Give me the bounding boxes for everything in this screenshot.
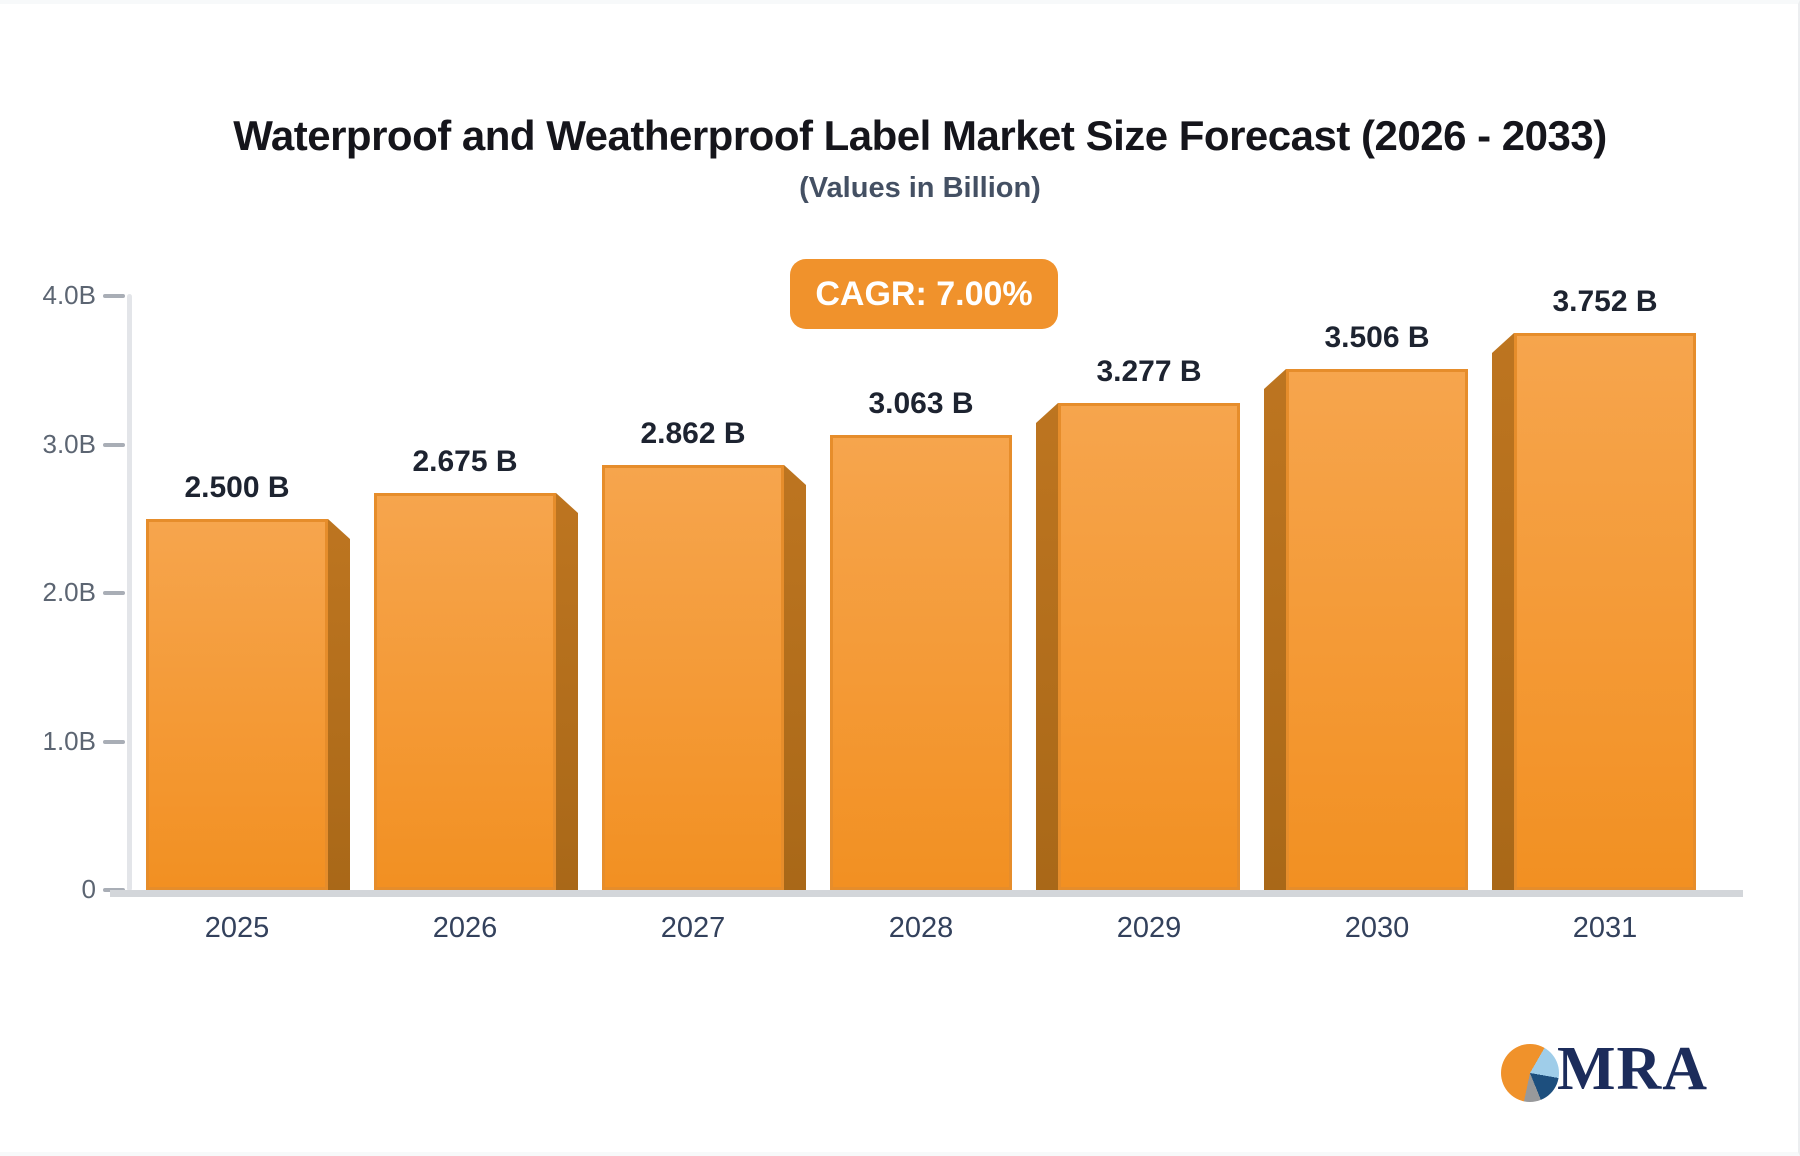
bar-value-label-2031: 3.752 B [1552,285,1658,318]
bar-side-face-2031 [1492,333,1514,890]
x-axis-label-2030: 2030 [1344,912,1410,944]
cagr-badge-label: CAGR: 7.00% [815,274,1033,313]
pie-chart-logo-icon [1501,1044,1559,1102]
x-axis-label-2029: 2029 [1116,912,1182,944]
bar-side-face-2030 [1264,369,1286,890]
y-tick-mark [103,591,125,595]
mra-logo-text: MRA [1557,1035,1709,1103]
x-axis-baseline [110,890,1743,897]
bar-chart-plot: 4.0B 3.0B 2.0B 1.0B 0 2.500 B 2.675 B 2.862 B 3… [0,4,1798,1152]
cagr-badge: CAGR: 7.00% [790,259,1058,329]
bar-value-label-2030: 3.506 B [1324,321,1430,354]
x-axis-label-2025: 2025 [204,912,270,944]
bar-side-face-2027 [784,465,806,890]
y-tick-label-1.0B: 1.0B [42,725,97,756]
bar-value-label-2029: 3.277 B [1096,355,1202,388]
bar-value-label-2028: 3.063 B [868,387,974,420]
x-axis-label-2027: 2027 [660,912,726,944]
y-tick-mark [103,294,125,298]
mra-logo: MRA [1501,1035,1761,1108]
y-tick-label-0: 0 [81,874,96,904]
bar-2030 [1286,369,1468,890]
y-tick-mark [103,739,125,744]
bar-value-label-2026: 2.675 B [412,445,518,478]
bar-side-face-2025 [328,519,350,890]
x-axis-label-2031: 2031 [1572,912,1638,944]
chart-subtitle: (Values in Billion) [799,172,1041,204]
y-tick-label-4.0B: 4.0B [42,280,97,310]
bar-side-face-2026 [556,493,578,890]
chart-title: Waterproof and Weatherproof Label Market… [233,112,1607,159]
bar-value-label-2027: 2.862 B [640,417,746,450]
bar-2026 [374,493,556,890]
bar-value-label-2025: 2.500 B [184,471,290,504]
y-tick-mark [103,442,125,447]
y-axis-line [127,294,132,891]
y-tick-label-3.0B: 3.0B [42,428,97,459]
y-tick-label-2.0B: 2.0B [42,577,97,607]
bar-2029 [1058,403,1240,890]
x-axis-label-2028: 2028 [888,912,954,944]
x-axis-label-2026: 2026 [432,912,498,944]
bar-side-face-2029 [1036,403,1058,890]
bar-2025 [146,519,328,890]
bar-2028 [830,435,1012,890]
bar-2027 [602,465,784,890]
bar-2031 [1514,333,1696,890]
